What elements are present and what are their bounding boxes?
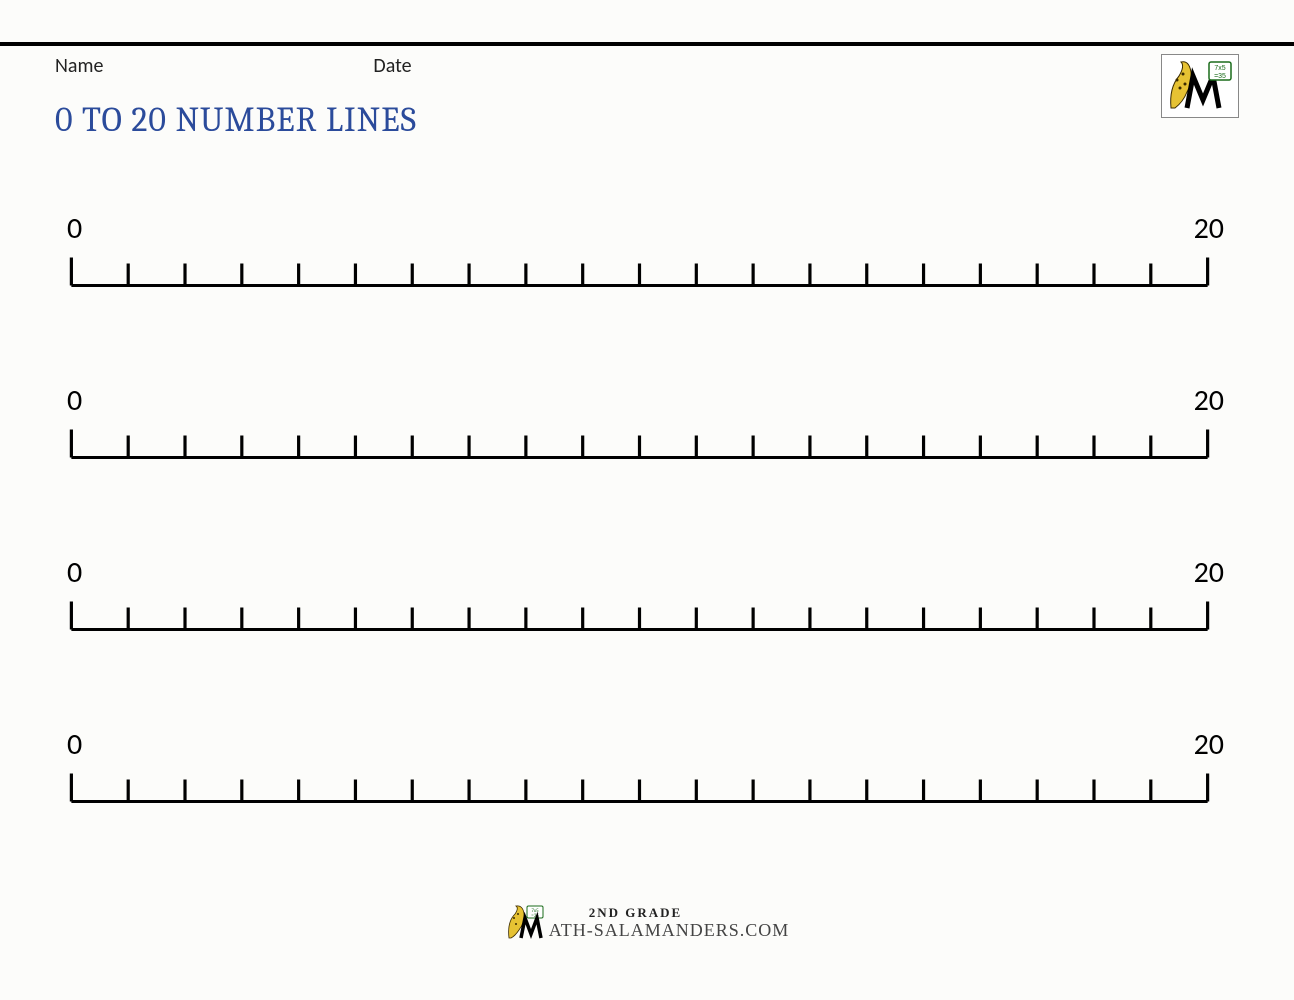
number-lines-container: 020 020 020 020 (65, 210, 1214, 898)
number-line-svg (65, 248, 1214, 288)
number-line-start-label: 0 (67, 726, 82, 763)
svg-text:=35: =35 (1214, 73, 1226, 80)
salamander-logo-icon: 7x5 =35 (1165, 58, 1235, 114)
page-top-rule (0, 42, 1294, 46)
worksheet-title: 0 TO 20 NUMBER LINES (55, 100, 417, 140)
number-line-start-label: 0 (67, 210, 82, 247)
footer-site-text: ATH-SALAMANDERS.COM (549, 921, 790, 939)
number-line: 020 (65, 210, 1214, 290)
number-line-end-label: 20 (1194, 210, 1224, 247)
number-line-svg (65, 420, 1214, 460)
number-line-end-label: 20 (1194, 726, 1224, 763)
footer-grade-text: 2ND GRADE (589, 906, 790, 919)
number-line-end-label: 20 (1194, 554, 1224, 591)
date-label: Date (373, 54, 411, 78)
number-line-svg (65, 764, 1214, 804)
number-line-end-label: 20 (1194, 382, 1224, 419)
footer: 7x5 =35 2ND GRADE ATH-SALAMANDERS.COM (0, 904, 1294, 940)
number-line: 020 (65, 554, 1214, 634)
number-line: 020 (65, 726, 1214, 806)
number-line: 020 (65, 382, 1214, 462)
name-label: Name (55, 54, 103, 78)
number-line-svg (65, 592, 1214, 632)
footer-salamander-icon: 7x5 =35 (505, 904, 545, 940)
svg-text:7x5: 7x5 (1214, 65, 1225, 72)
brand-logo: 7x5 =35 (1161, 54, 1239, 118)
number-line-start-label: 0 (67, 382, 82, 419)
number-line-start-label: 0 (67, 554, 82, 591)
